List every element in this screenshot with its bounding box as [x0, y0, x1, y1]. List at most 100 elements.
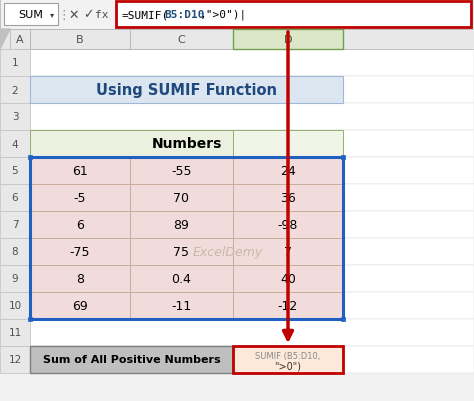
Bar [30, 158, 343, 319]
Text: 75: 75 [173, 245, 190, 258]
Text: 9: 9 [12, 274, 18, 284]
Bar [341, 156, 345, 160]
Bar [233, 346, 343, 373]
Text: 10: 10 [9, 301, 21, 311]
Bar [130, 184, 233, 211]
Bar [30, 265, 130, 292]
Text: Using SUMIF Function: Using SUMIF Function [96, 83, 277, 98]
Bar [0, 30, 474, 50]
Text: 6: 6 [76, 219, 84, 231]
Bar [0, 239, 30, 265]
Text: 6: 6 [12, 193, 18, 203]
Text: -98: -98 [278, 219, 298, 231]
Bar [0, 0, 474, 30]
Text: D: D [284, 35, 292, 45]
Bar [0, 50, 30, 77]
Bar [30, 77, 343, 104]
Text: 8: 8 [76, 272, 84, 285]
Bar [0, 158, 30, 184]
Bar [0, 211, 30, 239]
Bar [10, 30, 30, 50]
Text: 69: 69 [72, 299, 88, 312]
Bar [30, 239, 474, 265]
Bar [28, 317, 32, 321]
Text: SUMIF (B5:D10,: SUMIF (B5:D10, [255, 351, 321, 360]
Text: 36: 36 [280, 192, 296, 205]
Bar [0, 265, 30, 292]
Bar [341, 317, 345, 321]
Text: 8: 8 [12, 247, 18, 257]
Bar [30, 131, 233, 158]
Bar [30, 239, 130, 265]
Bar [233, 239, 343, 265]
Bar [0, 77, 30, 104]
Bar [233, 184, 343, 211]
Bar [30, 158, 130, 184]
Text: 4: 4 [12, 139, 18, 149]
Text: ,">0")|: ,">0")| [200, 10, 247, 20]
Text: A: A [16, 35, 24, 45]
Text: =SUMIF(: =SUMIF( [122, 10, 169, 20]
Bar [30, 50, 474, 77]
Bar [0, 319, 30, 346]
Bar [233, 30, 343, 50]
Text: 2: 2 [12, 85, 18, 95]
Bar [30, 346, 233, 373]
Text: 7: 7 [12, 220, 18, 230]
Text: 7: 7 [284, 245, 292, 258]
Text: 40: 40 [280, 272, 296, 285]
Bar [30, 158, 474, 184]
Bar [30, 30, 130, 50]
Bar [30, 265, 474, 292]
Text: ✓: ✓ [83, 8, 93, 21]
Bar [130, 239, 233, 265]
Bar [233, 131, 343, 158]
Bar [30, 184, 130, 211]
Bar [30, 211, 130, 239]
Text: ">0"): ">0") [274, 360, 301, 371]
Bar [30, 319, 474, 346]
Bar [30, 104, 474, 131]
Bar [130, 265, 233, 292]
Text: 11: 11 [9, 328, 22, 338]
Text: 1: 1 [12, 59, 18, 68]
Bar [0, 292, 30, 319]
Bar [116, 2, 471, 28]
Text: C: C [178, 35, 185, 45]
Text: B: B [76, 35, 84, 45]
Text: -75: -75 [70, 245, 90, 258]
Text: 3: 3 [12, 112, 18, 122]
Bar [233, 292, 343, 319]
Bar [30, 77, 474, 104]
Bar [0, 104, 30, 131]
Text: -11: -11 [172, 299, 191, 312]
Bar [130, 30, 233, 50]
Text: 5: 5 [12, 166, 18, 176]
Bar [233, 265, 343, 292]
Bar [130, 211, 233, 239]
Text: B5:D10: B5:D10 [164, 10, 204, 20]
Text: SUM: SUM [18, 10, 44, 20]
Bar [0, 131, 30, 158]
Bar [233, 211, 343, 239]
Bar [28, 156, 32, 160]
Text: 70: 70 [173, 192, 190, 205]
Text: 89: 89 [173, 219, 190, 231]
Bar [30, 292, 130, 319]
Text: ExcelDemy: ExcelDemy [192, 245, 263, 258]
Polygon shape [0, 30, 10, 50]
Bar [0, 346, 30, 373]
Text: 24: 24 [280, 164, 296, 178]
Bar [30, 346, 474, 373]
Text: -12: -12 [278, 299, 298, 312]
Bar [130, 292, 233, 319]
Text: ▾: ▾ [50, 10, 54, 20]
Bar [130, 158, 233, 184]
Bar [30, 292, 474, 319]
Text: ⋮: ⋮ [58, 8, 70, 21]
Bar [30, 184, 474, 211]
Text: fx: fx [95, 10, 109, 20]
Bar [4, 4, 58, 26]
Bar [30, 131, 474, 158]
Text: 0.4: 0.4 [172, 272, 191, 285]
